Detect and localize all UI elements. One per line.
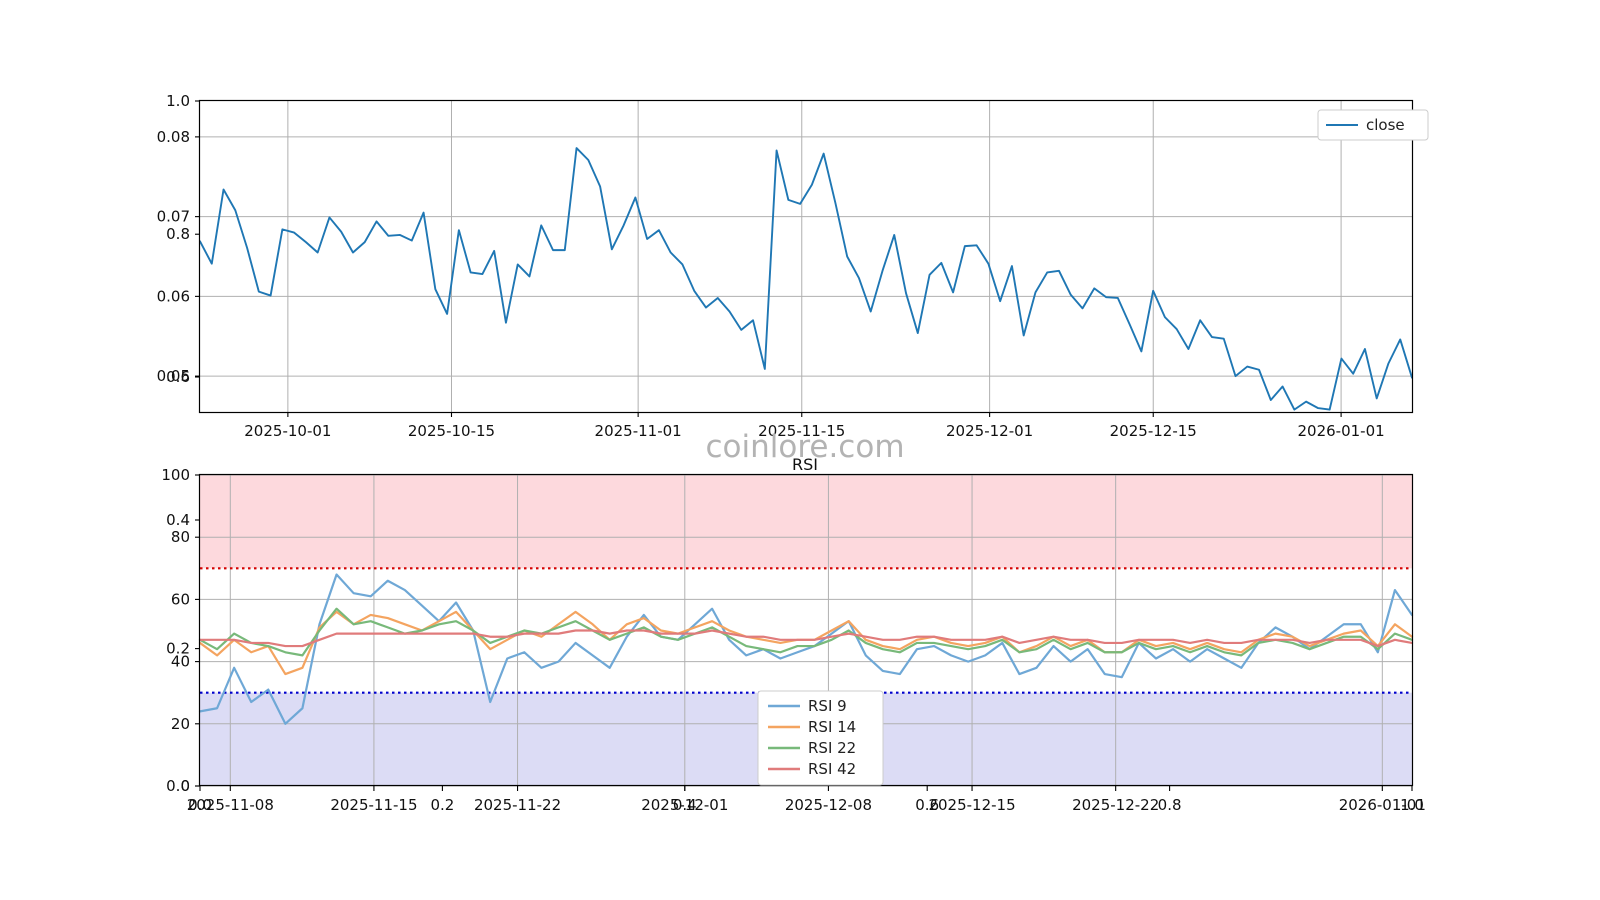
price-gridlines [200, 101, 1412, 412]
rsi-x-tick-label: 2025-12-01 [641, 796, 728, 814]
rsi-x-tick-label-secondary: 1.0 [1400, 796, 1424, 814]
rsi-series-3 [198, 629, 1414, 648]
rsi-x-tick-label: 2025-11-15 [330, 796, 417, 814]
price-series-group [199, 147, 1413, 411]
rsi-y-tick-label-secondary: 0.0 [166, 777, 190, 795]
rsi-x-tick-label-secondary: 0.8 [1158, 796, 1182, 814]
rsi-x-tick-label: 2025-11-08 [187, 796, 274, 814]
rsi-x-tick-label-secondary: 0.0 [188, 796, 212, 814]
rsi-x-tick-label: 2026-01-01 [1339, 796, 1426, 814]
rsi-y-tick-label: 80 [171, 528, 190, 546]
rsi-y-axis-secondary-labels: 0.4 0.2 0.0 [166, 511, 200, 795]
price-legend-box[interactable] [1317, 109, 1429, 141]
price-x-tick-label: 2025-10-15 [408, 422, 495, 440]
rsi-x-tick-label: 2025-12-08 [785, 796, 872, 814]
rsi-y-tick-label: 20 [171, 715, 190, 733]
rsi-y-tick-label: 0 [180, 777, 190, 795]
rsi-legend[interactable]: RSI 9 RSI 14 RSI 22 RSI 42 [757, 690, 884, 786]
price-chart-svg: 0.080.070.060.05 1.00.80.6 2025-10-01 202… [157, 92, 1429, 440]
rsi-x-tick-label: 2025-12-15 [928, 796, 1015, 814]
rsi-x-tick-label: 2025-11-22 [474, 796, 561, 814]
rsi-x-tick-label: 2025-12-22 [1072, 796, 1159, 814]
price-y-tick-label: 0.08 [157, 128, 190, 146]
rsi-y-tick-label-secondary: 0.2 [166, 640, 190, 658]
rsi-y-tick-label: 40 [171, 653, 190, 671]
price-legend[interactable]: close [1317, 109, 1429, 141]
price-x-axis-labels: 2025-10-01 2025-10-15 2025-11-01 2025-11-15… [244, 412, 1385, 440]
rsi-x-axis-labels: 2025-11-08 2025-11-15 2025-11-22 2025-12-01… [187, 786, 1426, 814]
rsi-band [200, 475, 1412, 569]
price-series-0 [199, 147, 1413, 411]
rsi-legend-box[interactable] [757, 690, 884, 786]
rsi-x-tick-label-secondary: 0.2 [430, 796, 454, 814]
price-legend-label: close [1366, 116, 1405, 134]
rsi-legend-label: RSI 42 [808, 760, 856, 778]
price-y-axis-secondary-labels: 1.0 0.8 0.6 [166, 92, 200, 386]
price-x-tick-label: 2026-01-01 [1298, 422, 1385, 440]
rsi-x-tick-label-secondary: 0.4 [673, 796, 697, 814]
rsi-series-group [198, 573, 1414, 725]
rsi-panel-title: RSI [792, 455, 818, 474]
rsi-y-axis-primary-labels: 100 80 60 40 20 0 [161, 466, 200, 795]
rsi-legend-label: RSI 22 [808, 739, 856, 757]
price-x-tick-label: 2025-12-01 [946, 422, 1033, 440]
price-x-tick-label: 2025-11-01 [595, 422, 682, 440]
price-y-tick-label: 0.07 [157, 208, 190, 226]
rsi-y-tick-label-secondary: 0.4 [166, 511, 190, 529]
price-y-tick-label: 0.06 [157, 287, 190, 305]
price-y-tick-label-secondary: 0.6 [166, 368, 190, 386]
rsi-legend-label: RSI 9 [808, 697, 847, 715]
price-axes-frame [198, 99, 1414, 414]
price-chart-panel: 0.08 0.07 0.06 0.05 1.0 0.8 0.6 2025-10-01 202… [157, 92, 1429, 440]
rsi-y-tick-label: 60 [171, 590, 190, 608]
rsi-x-tick-label-secondary: 0.6 [915, 796, 939, 814]
rsi-chart-panel: RSI 100 80 60 40 20 0 0.4 0.2 0.0 2025-11-08 202… [0, 448, 1600, 900]
price-x-tick-label: 2025-10-01 [244, 422, 331, 440]
rsi-legend-label: RSI 14 [808, 718, 856, 736]
rsi-series-0 [198, 573, 1414, 725]
rsi-y-tick-label: 100 [161, 466, 190, 484]
price-y-tick-label-secondary: 1.0 [166, 92, 190, 110]
price-y-tick-label: 0.05 [157, 367, 190, 385]
price-x-tick-label: 2025-12-15 [1110, 422, 1197, 440]
rsi-x-axis-secondary-labels: 0.0 0.2 0.4 0.6 0.8 1.0 [188, 786, 1424, 814]
price-y-axis-primary-labels: 0.08 0.07 0.06 0.05 [157, 128, 200, 385]
price-y-tick-label-secondary: 0.8 [166, 225, 190, 243]
price-x-tick-label: 2025-11-15 [758, 422, 845, 440]
